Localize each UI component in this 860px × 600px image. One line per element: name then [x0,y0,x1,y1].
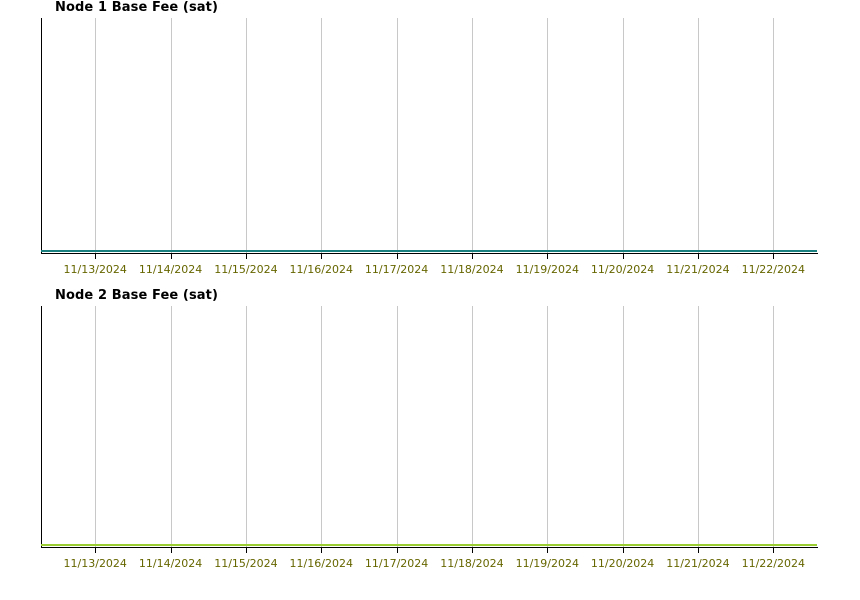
x-axis-tick-mark [170,548,172,553]
gridline [773,18,775,253]
x-axis-tick-label: 11/16/2024 [289,263,353,276]
gridline [170,18,172,253]
gridline [697,306,699,547]
gridline [95,18,97,253]
x-axis-tick-mark [547,548,549,553]
y-axis-line [41,18,42,254]
chart-node-1-base-fee: Node 1 Base Fee (sat) 11/13/2024 11/14/20… [0,0,860,286]
gridline [396,18,398,253]
x-axis-tick-label: 11/18/2024 [440,557,504,570]
gridline [471,18,473,253]
x-axis-tick-mark [245,548,247,553]
y-axis-line [41,306,42,548]
x-axis-tick-mark [321,548,323,553]
gridline [773,306,775,547]
gridline [622,18,624,253]
plot-area [41,18,817,253]
x-axis-tick-label: 11/15/2024 [214,557,278,570]
x-axis-tick-mark [547,254,549,259]
x-axis-tick-label: 11/22/2024 [741,263,805,276]
x-axis-tick-mark [697,548,699,553]
x-axis-tick-mark [471,548,473,553]
chart-title: Node 2 Base Fee (sat) [55,288,219,303]
series-line-node-1 [41,250,817,252]
gridline [547,306,549,547]
x-axis-line [41,547,818,548]
x-axis-tick-mark [396,548,398,553]
x-axis-tick-label: 11/16/2024 [289,557,353,570]
chart-node-2-base-fee: Node 2 Base Fee (sat) 11/13/2024 11/14/20… [0,288,860,588]
x-axis-tick-label: 11/17/2024 [364,557,429,570]
x-axis-tick-mark [245,254,247,259]
x-axis-tick-label: 11/14/2024 [138,263,203,276]
gridline [95,306,97,547]
gridline [396,306,398,547]
x-axis-tick-mark [95,254,97,259]
x-axis-tick-label: 11/13/2024 [63,557,127,570]
gridline [547,18,549,253]
gridline [321,306,323,547]
x-axis-tick-label: 11/18/2024 [440,263,504,276]
x-axis-tick-label: 11/20/2024 [590,263,655,276]
x-axis-tick-mark [773,254,775,259]
x-axis-tick-mark [622,548,624,553]
x-axis-tick-mark [471,254,473,259]
gridline [471,306,473,547]
x-axis-tick-label: 11/20/2024 [590,557,655,570]
x-axis-tick-mark [697,254,699,259]
x-axis-tick-mark [95,548,97,553]
x-axis-tick-label: 11/22/2024 [741,557,805,570]
gridline [245,18,247,253]
series-line-node-2 [41,544,817,546]
x-axis-tick-label: 11/21/2024 [666,557,730,570]
x-axis-tick-mark [622,254,624,259]
gridline [697,18,699,253]
gridline [245,306,247,547]
gridline [321,18,323,253]
x-axis-line [41,253,818,254]
x-axis-tick-label: 11/17/2024 [364,263,429,276]
x-axis-tick-mark [396,254,398,259]
x-axis-tick-label: 11/15/2024 [214,263,278,276]
x-axis-tick-label: 11/19/2024 [515,263,579,276]
plot-area [41,306,817,547]
chart-title: Node 1 Base Fee (sat) [55,0,219,15]
gridline [622,306,624,547]
x-axis-tick-mark [170,254,172,259]
x-axis-tick-label: 11/14/2024 [138,557,203,570]
x-axis-tick-mark [321,254,323,259]
x-axis-tick-label: 11/19/2024 [515,557,579,570]
x-axis-tick-mark [773,548,775,553]
x-axis-tick-label: 11/21/2024 [666,263,730,276]
x-axis-tick-label: 11/13/2024 [63,263,127,276]
gridline [170,306,172,547]
